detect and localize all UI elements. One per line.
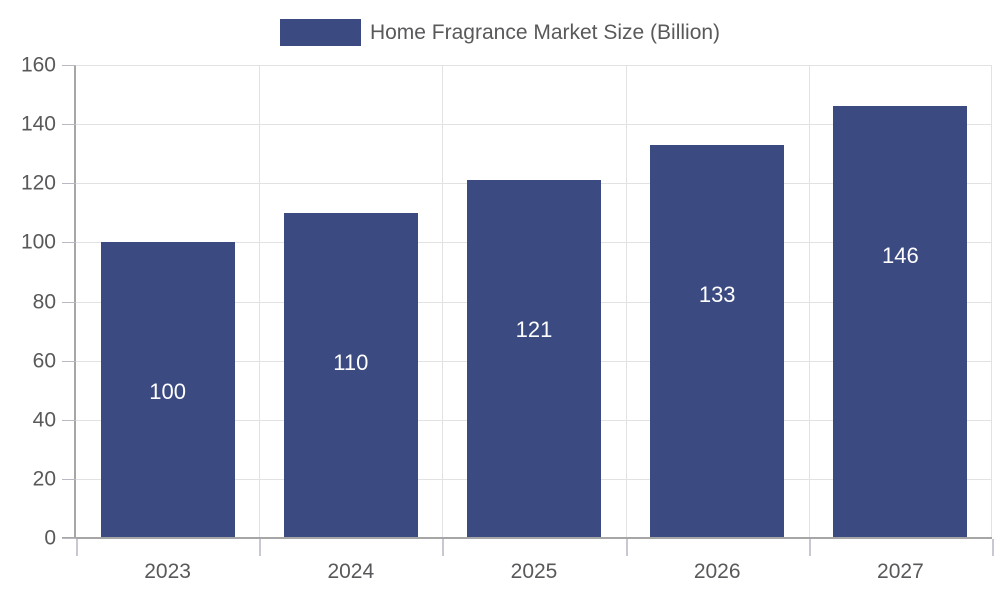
legend-item-home-fragrance-market-size[interactable]: Home Fragrance Market Size (Billion) [279, 18, 721, 46]
y-axis-tick-mark [62, 301, 76, 303]
bar-value-label: 146 [882, 243, 919, 269]
bar-value-label: 133 [698, 281, 736, 307]
y-axis-tick-label: 100 [20, 230, 56, 254]
x-axis-tick-mark [259, 539, 262, 556]
y-axis-tick-label: 40 [32, 408, 56, 432]
gridline-vertical [808, 65, 810, 538]
y-axis-tick-label: 60 [32, 349, 56, 373]
x-axis-tick-label: 2027 [877, 560, 924, 583]
gridline-horizontal [76, 65, 992, 66]
y-axis-tick-mark [62, 183, 76, 185]
gridline-vertical [442, 65, 444, 538]
bar-value-label: 121 [515, 317, 553, 343]
y-axis-tick-mark [62, 242, 76, 244]
x-axis-tick-mark [625, 539, 628, 556]
gridline-horizontal [76, 124, 992, 126]
y-axis-tick-mark [62, 360, 76, 362]
legend-color-swatch-icon [279, 18, 361, 46]
bar[interactable] [467, 180, 601, 538]
y-axis-tick-mark [62, 124, 76, 126]
x-axis-tick-mark [442, 539, 445, 556]
gridline-vertical [259, 65, 261, 538]
x-axis-tick-label: 2024 [327, 560, 375, 583]
y-axis-tick-labels: 0 20 40 60 80 100 120 140 160 [0, 0, 56, 600]
y-axis-tick-label: 160 [20, 53, 56, 77]
y-axis-tick-mark [62, 65, 76, 66]
y-axis-tick-mark [62, 478, 76, 480]
y-axis-tick-mark [62, 538, 76, 539]
x-axis-tick-label: 2025 [510, 560, 558, 583]
bar[interactable] [100, 242, 235, 538]
bar-value-label: 110 [333, 349, 369, 375]
chart-legend: Home Fragrance Market Size (Billion) [0, 12, 1000, 52]
y-axis-tick-label: 140 [20, 112, 56, 136]
y-axis-tick-label: 0 [44, 526, 56, 550]
y-axis-tick-mark [62, 419, 76, 421]
bar[interactable] [283, 212, 418, 538]
bar[interactable] [650, 144, 785, 538]
x-axis-line [62, 537, 992, 539]
legend-item-label: Home Fragrance Market Size (Billion) [369, 20, 721, 44]
gridline-vertical [625, 65, 627, 538]
y-axis-tick-label: 120 [20, 171, 56, 195]
plot-area: 100 110 121 133 146 [76, 65, 992, 538]
bar-value-label: 100 [149, 379, 186, 405]
x-axis-tick-label: 2023 [144, 560, 191, 583]
y-axis-tick-label: 20 [32, 467, 56, 491]
x-axis-tick-mark [808, 539, 811, 556]
x-axis-tick-mark [992, 539, 994, 556]
x-axis-tick-label: 2026 [693, 560, 741, 583]
bar[interactable] [833, 106, 968, 538]
y-axis-tick-label: 80 [32, 290, 56, 313]
x-axis-tick-mark [76, 539, 78, 556]
